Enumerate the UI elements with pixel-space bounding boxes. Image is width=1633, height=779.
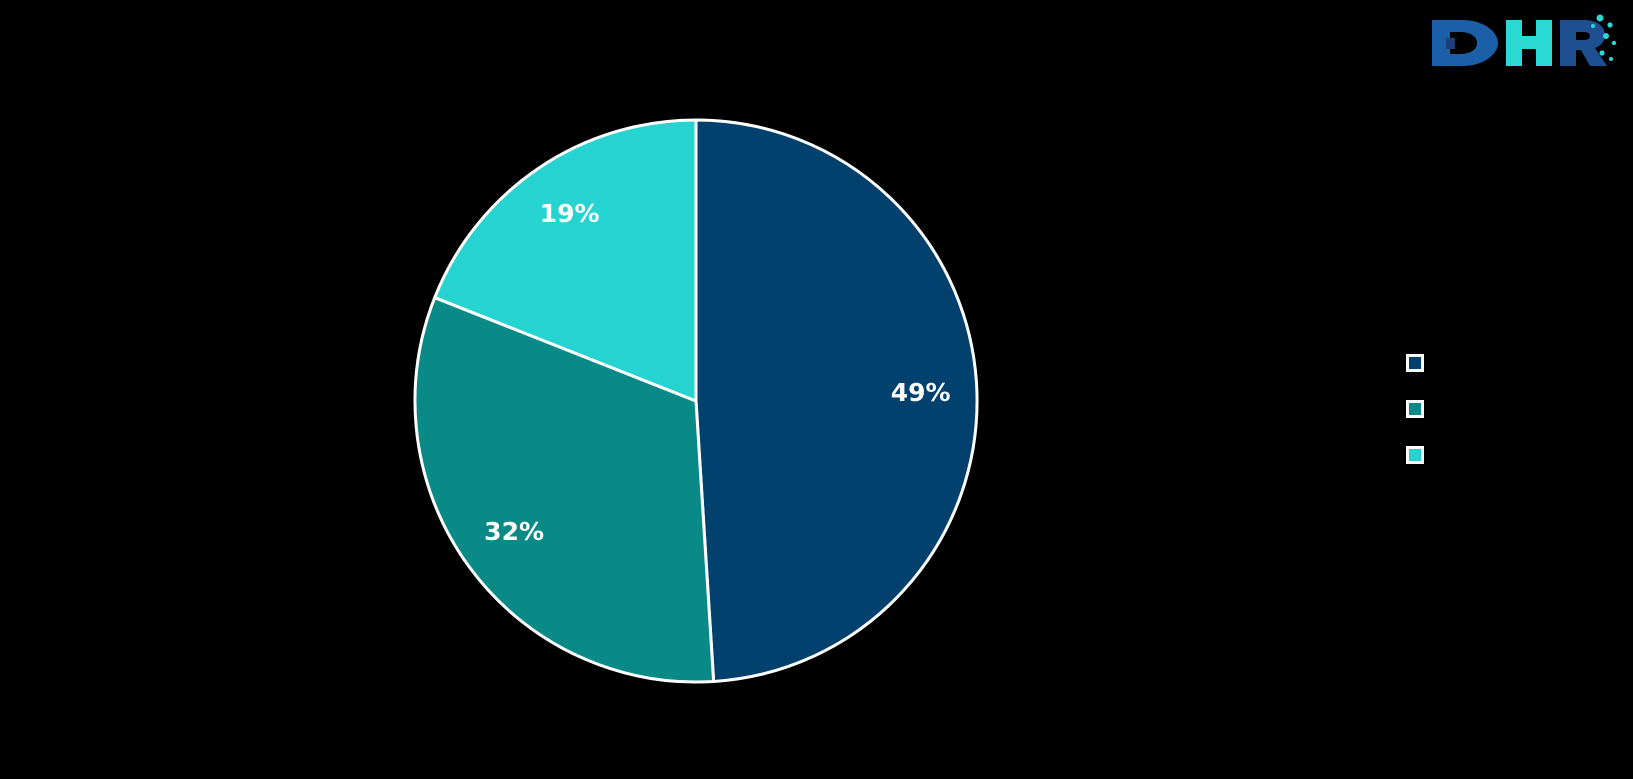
legend-swatch-series-3 [1406,446,1424,464]
logo-letter-d [1432,20,1498,66]
logo-letter-r [1560,20,1607,66]
logo-particle-accent [1591,14,1617,61]
dhr-logo [1424,12,1619,74]
pie-chart-svg: 49% 32% 19% [413,118,979,684]
legend-item-2[interactable] [1400,386,1610,432]
pie-slice-3[interactable] [433,118,698,403]
pie-slice-label-3: 19% [540,199,600,228]
pie-slices[interactable] [413,118,979,684]
legend-swatch-series-1 [1406,354,1424,372]
pie-slice-label-1: 49% [891,378,951,407]
pie-chart: 49% 32% 19% [413,118,979,684]
pie-slice-labels: 49% 32% 19% [484,199,950,546]
dhr-logo-mark [1432,14,1617,66]
legend-item-1[interactable] [1400,340,1610,386]
chart-legend [1400,340,1610,478]
pie-slice-label-2: 32% [484,517,544,546]
logo-letter-h [1506,20,1552,66]
legend-item-3[interactable] [1400,432,1610,478]
pie-slice-2[interactable] [413,296,716,684]
legend-swatch-series-2 [1406,400,1424,418]
pie-slice-1[interactable] [694,118,979,683]
